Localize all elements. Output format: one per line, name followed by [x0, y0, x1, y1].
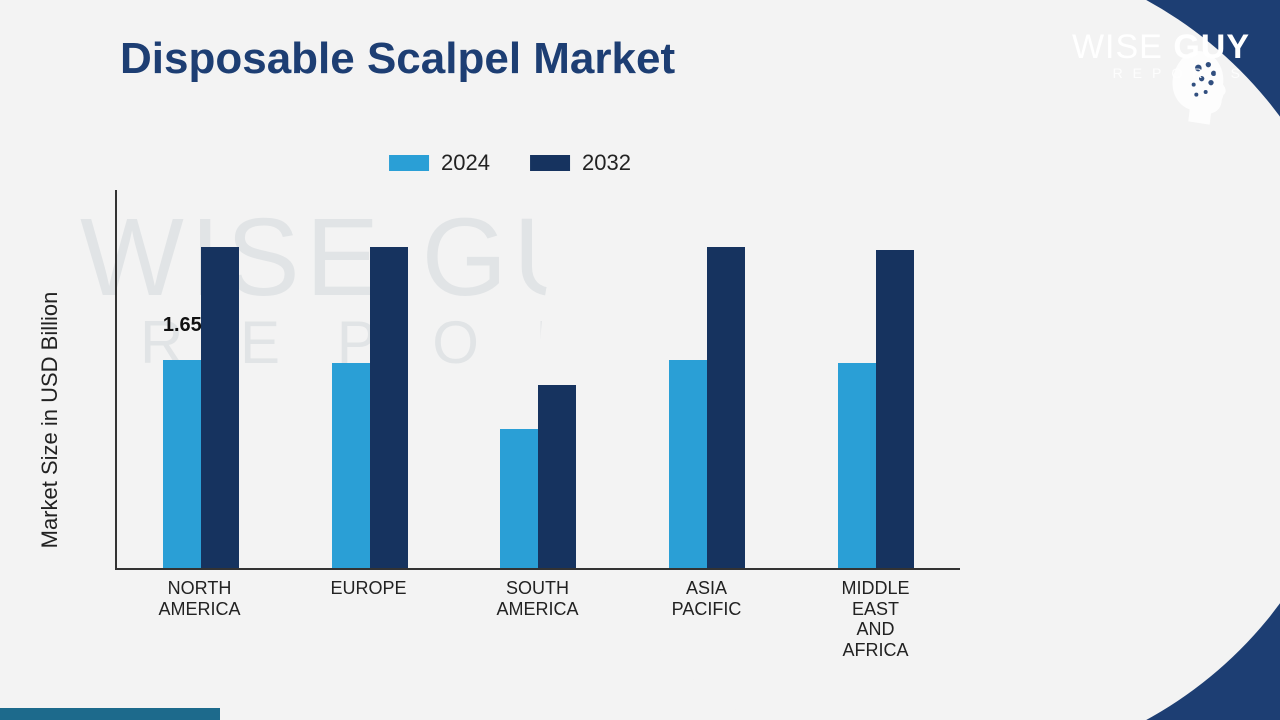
bar-2024 — [163, 360, 201, 568]
legend: 2024 2032 — [389, 150, 631, 176]
bar-chart: Market Size in USD Billion 2024 2032 1.6… — [60, 150, 960, 690]
bar-groups: 1.65 — [117, 190, 960, 568]
chart-title: Disposable Scalpel Market — [120, 34, 675, 84]
bar-2032 — [201, 247, 239, 568]
logo-main: WISE GUY — [1072, 28, 1250, 67]
bar-2024 — [500, 429, 538, 568]
bar-group — [623, 190, 792, 568]
bar-group — [791, 190, 960, 568]
page: WISE GUY R E P O R T S WISE GUY REPORTS — [0, 0, 1280, 720]
logo-word-2: GUY — [1173, 28, 1250, 66]
x-label: SOUTHAMERICA — [453, 570, 622, 661]
x-label: MIDDLEEASTANDAFRICA — [791, 570, 960, 661]
x-axis-labels: NORTHAMERICAEUROPESOUTHAMERICAASIAPACIFI… — [115, 570, 960, 661]
right-panel — [960, 0, 1280, 720]
legend-label-2032: 2032 — [582, 150, 631, 176]
bar-group: 1.65 — [117, 190, 286, 568]
legend-swatch-2032 — [530, 155, 570, 171]
legend-item-2024: 2024 — [389, 150, 490, 176]
x-label: NORTHAMERICA — [115, 570, 284, 661]
bar-2032 — [370, 247, 408, 568]
legend-item-2032: 2032 — [530, 150, 631, 176]
x-label: EUROPE — [284, 570, 453, 661]
x-label: ASIAPACIFIC — [622, 570, 791, 661]
legend-swatch-2024 — [389, 155, 429, 171]
bar-2032 — [876, 250, 914, 568]
plot-area: 1.65 — [115, 190, 960, 570]
bar-2032 — [538, 385, 576, 568]
brand-logo: WISE GUY REPORTS — [1072, 28, 1250, 81]
bar-2024 — [669, 360, 707, 568]
y-axis-label: Market Size in USD Billion — [37, 292, 63, 549]
bar-2024 — [838, 363, 876, 568]
bar-group — [286, 190, 455, 568]
legend-label-2024: 2024 — [441, 150, 490, 176]
logo-sub: REPORTS — [1072, 65, 1250, 81]
accent-bar — [0, 708, 220, 720]
bar-2024 — [332, 363, 370, 568]
bar-2032 — [707, 247, 745, 568]
bar-group — [454, 190, 623, 568]
bar-value-label: 1.65 — [163, 314, 202, 337]
logo-word-1: WISE — [1072, 28, 1163, 66]
